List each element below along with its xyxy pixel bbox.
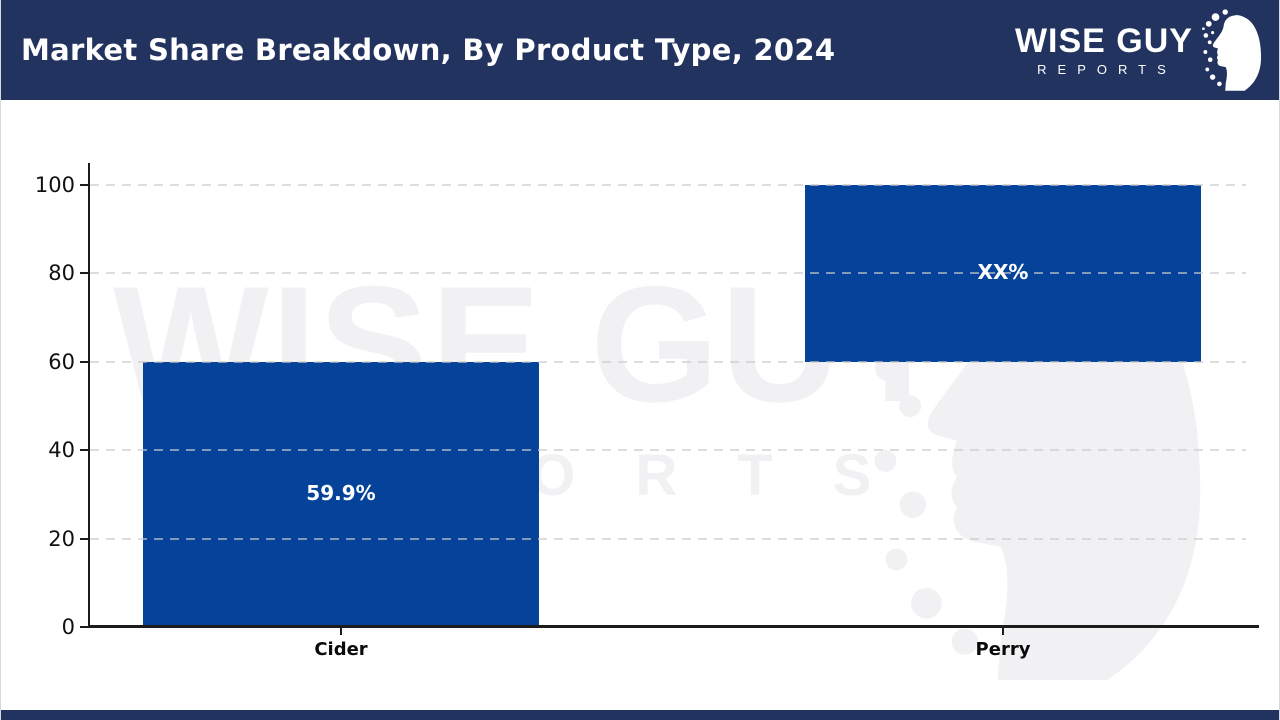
- x-tick-cider: [340, 628, 342, 635]
- y-tick-label-40: 40: [48, 438, 75, 462]
- y-tick-20: [80, 538, 88, 540]
- bar-label-cider: 59.9%: [306, 480, 376, 505]
- header-bar: Market Share Breakdown, By Product Type,…: [1, 0, 1279, 100]
- y-tick-label-80: 80: [48, 261, 75, 285]
- x-tick-label-perry: Perry: [975, 639, 1031, 660]
- x-axis-line: [88, 625, 1259, 628]
- y-tick-label-100: 100: [34, 173, 75, 197]
- brand-logo-text: WISE GUY REPORTS: [1015, 24, 1193, 77]
- gridline-80: [90, 272, 1246, 274]
- bar-label-perry: XX%: [977, 259, 1029, 284]
- gridline-60: [90, 361, 1246, 363]
- page-title: Market Share Breakdown, By Product Type,…: [21, 33, 836, 67]
- x-tick-perry: [1002, 628, 1004, 635]
- y-tick-label-0: 0: [61, 615, 75, 639]
- y-tick-label-20: 20: [48, 527, 75, 551]
- y-tick-40: [80, 449, 88, 451]
- footer-bar: [1, 710, 1279, 720]
- brand-logo: WISE GUY REPORTS: [1015, 9, 1263, 91]
- y-tick-80: [80, 272, 88, 274]
- brand-name: WISE GUY: [1014, 21, 1193, 60]
- bar-cider: [143, 362, 539, 627]
- chart-area: WISE GUY REPORTS 0 20 40 60 80 100 59.9% Cider: [1, 100, 1279, 720]
- y-tick-label-60: 60: [48, 350, 75, 374]
- wiseguy-head-icon: [1202, 9, 1262, 91]
- gridline-40: [90, 449, 1246, 451]
- y-tick-100: [80, 184, 88, 186]
- x-tick-label-cider: Cider: [314, 639, 368, 660]
- y-tick-0: [80, 626, 88, 628]
- y-axis-line: [88, 163, 90, 627]
- brand-tagline: REPORTS: [1037, 61, 1177, 77]
- gridline-20: [90, 538, 1246, 540]
- y-tick-60: [80, 361, 88, 363]
- gridline-100: [90, 184, 1246, 186]
